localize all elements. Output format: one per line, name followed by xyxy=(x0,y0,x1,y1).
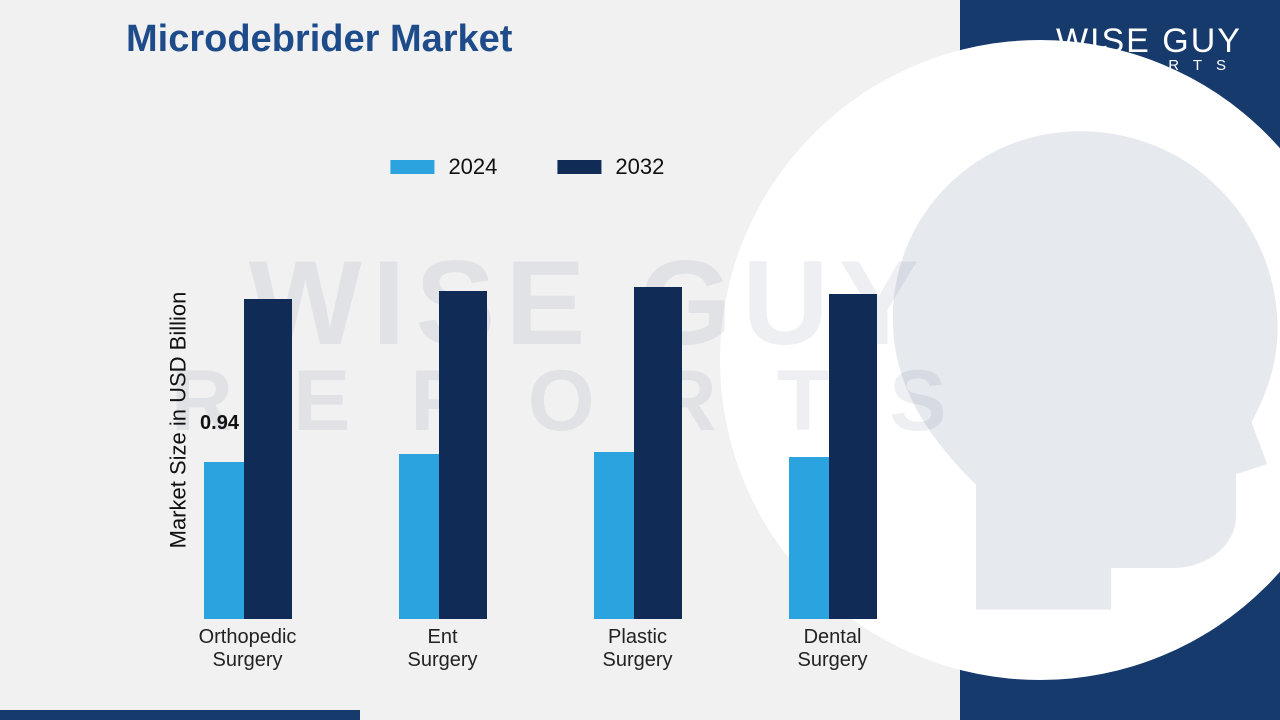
legend-item: 2032 xyxy=(557,154,664,180)
bar-group xyxy=(345,220,540,619)
bar-group xyxy=(735,220,930,619)
x-axis: OrthopedicSurgeryEntSurgeryPlasticSurger… xyxy=(150,620,930,680)
bar xyxy=(829,294,877,619)
bar xyxy=(439,291,487,619)
bar-groups: 0.94 xyxy=(150,220,930,619)
legend-label: 2032 xyxy=(615,154,664,180)
legend-swatch xyxy=(390,160,434,174)
bar xyxy=(244,299,292,619)
bar xyxy=(634,287,682,619)
bar-chart: Market Size in USD Billion 20242032 0.94… xyxy=(70,160,930,680)
x-tick-label: DentalSurgery xyxy=(735,620,930,680)
logo-line1: WISE GUY xyxy=(1056,22,1242,61)
brand-logo: WISE GUY REPORTS xyxy=(1056,22,1242,74)
legend-swatch xyxy=(557,160,601,174)
legend-label: 2024 xyxy=(448,154,497,180)
x-tick-label: OrthopedicSurgery xyxy=(150,620,345,680)
chart-title: Microdebrider Market xyxy=(126,18,512,61)
bar-group xyxy=(540,220,735,619)
legend: 2024 2032 xyxy=(390,154,664,180)
chart-canvas: WISE GUY REPORTS Microdebrider Market WI… xyxy=(0,0,1280,720)
x-tick-label: PlasticSurgery xyxy=(540,620,735,680)
bar-group: 0.94 xyxy=(150,220,345,619)
bottom-accent-bar xyxy=(0,710,360,720)
legend-item: 2024 xyxy=(390,154,497,180)
plot-area: 0.94 xyxy=(150,220,930,620)
bar-value-label: 0.94 xyxy=(200,412,239,435)
logo-line2: REPORTS xyxy=(1056,57,1242,74)
x-tick-label: EntSurgery xyxy=(345,620,540,680)
